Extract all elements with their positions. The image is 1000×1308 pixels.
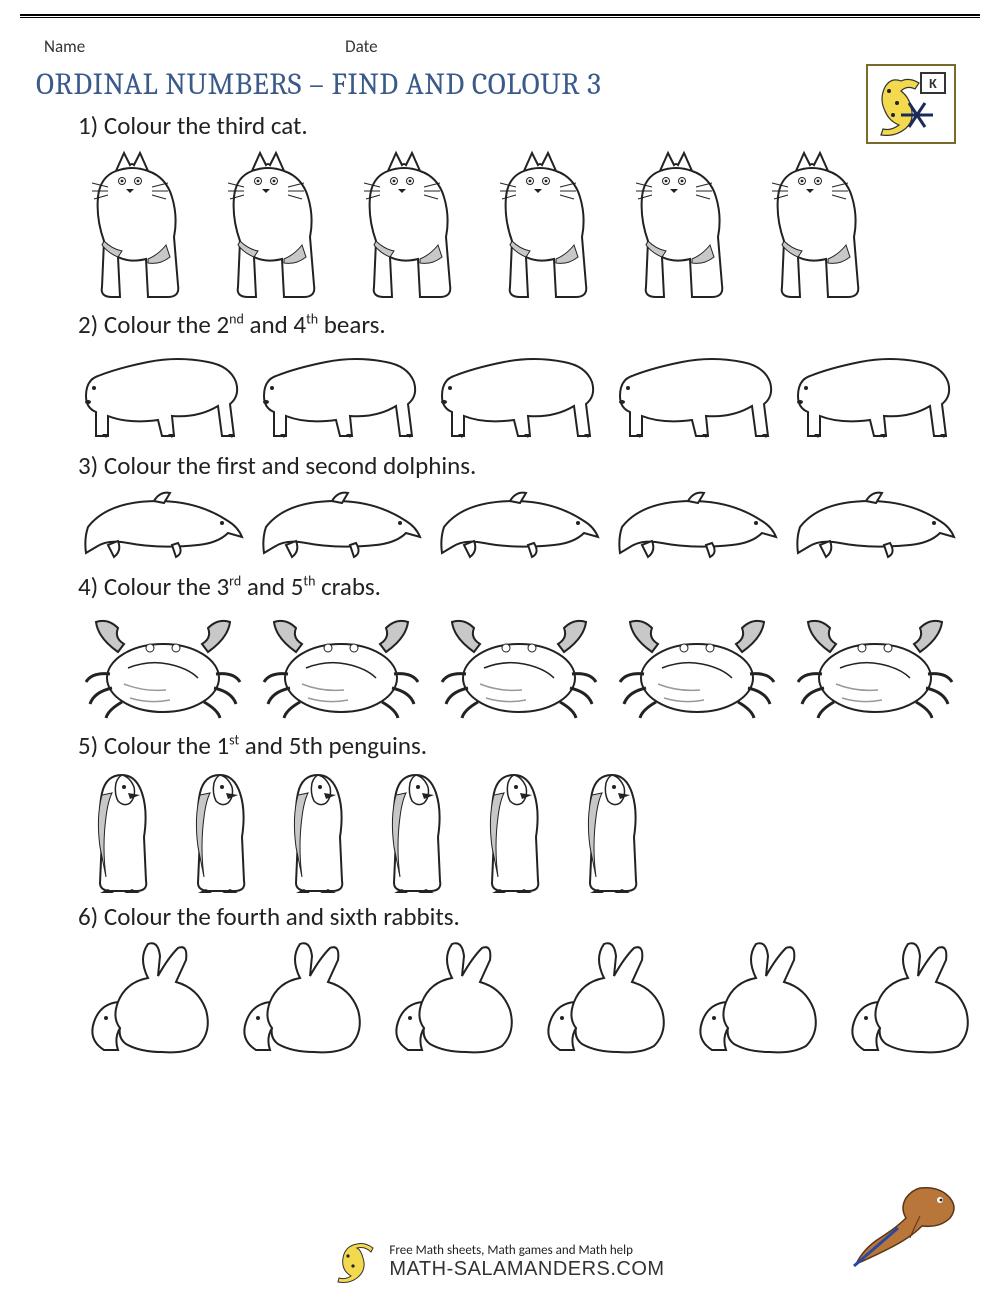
bear-icon <box>434 346 604 444</box>
name-label: Name <box>44 36 85 57</box>
question-text: 6) Colour the fourth and sixth rabbits. <box>78 901 964 932</box>
rabbit-row <box>78 938 964 1056</box>
cat-icon <box>622 147 750 303</box>
cat-icon <box>78 147 206 303</box>
penguin-icon <box>568 767 658 895</box>
question-text: 2) Colour the 2nd and 4th bears. <box>78 309 964 340</box>
penguin-icon <box>78 767 168 895</box>
header-row: Name Date <box>44 36 964 57</box>
dolphin-icon <box>256 487 426 565</box>
svg-text:K: K <box>929 75 937 92</box>
question-1: 1) Colour the third cat. <box>78 110 964 303</box>
question-2: 2) Colour the 2nd and 4th bears. <box>78 309 964 444</box>
cat-icon <box>350 147 478 303</box>
question-3: 3) Colour the first and second dolphins. <box>78 450 964 565</box>
cat-icon <box>758 147 886 303</box>
question-text: 4) Colour the 3rd and 5th crabs. <box>78 571 964 602</box>
crab-icon <box>256 608 426 724</box>
rabbit-icon <box>534 938 678 1056</box>
bear-icon <box>612 346 782 444</box>
bear-icon <box>256 346 426 444</box>
question-text: 3) Colour the first and second dolphins. <box>78 450 964 481</box>
salamander-small-icon <box>335 1240 379 1284</box>
penguin-icon <box>176 767 266 895</box>
rabbit-icon <box>230 938 374 1056</box>
footer-tagline: Free Math sheets, Math games and Math he… <box>389 1243 664 1259</box>
date-label: Date <box>345 36 377 57</box>
question-6: 6) Colour the fourth and sixth rabbits. <box>78 901 964 1056</box>
rabbit-icon <box>686 938 830 1056</box>
question-4: 4) Colour the 3rd and 5th crabs. <box>78 571 964 724</box>
rabbit-icon <box>838 938 982 1056</box>
rabbit-icon <box>382 938 526 1056</box>
rabbit-icon <box>78 938 222 1056</box>
salamander-side-icon <box>850 1178 960 1268</box>
penguin-icon <box>274 767 364 895</box>
worksheet-title: ORDINAL NUMBERS – FIND AND COLOUR 3 <box>36 67 964 102</box>
dolphin-icon <box>78 487 248 565</box>
question-5: 5) Colour the 1st and 5th penguins. <box>78 730 964 895</box>
crab-icon <box>790 608 960 724</box>
crab-row <box>78 608 964 724</box>
dolphin-icon <box>434 487 604 565</box>
dolphin-row <box>78 487 964 565</box>
penguin-icon <box>372 767 462 895</box>
crab-icon <box>78 608 248 724</box>
grade-badge: K <box>866 64 956 144</box>
crab-icon <box>434 608 604 724</box>
bear-icon <box>78 346 248 444</box>
cat-icon <box>486 147 614 303</box>
crab-icon <box>612 608 782 724</box>
bear-icon <box>790 346 960 444</box>
cat-icon <box>214 147 342 303</box>
bear-row <box>78 346 964 444</box>
question-text: 1) Colour the third cat. <box>78 110 964 141</box>
dolphin-icon <box>790 487 960 565</box>
penguin-icon <box>470 767 560 895</box>
dolphin-icon <box>612 487 782 565</box>
penguin-row <box>78 767 964 895</box>
question-text: 5) Colour the 1st and 5th penguins. <box>78 730 964 761</box>
footer-site: MATH-SALAMANDERS.COM <box>389 1258 664 1281</box>
cat-row <box>78 147 964 303</box>
